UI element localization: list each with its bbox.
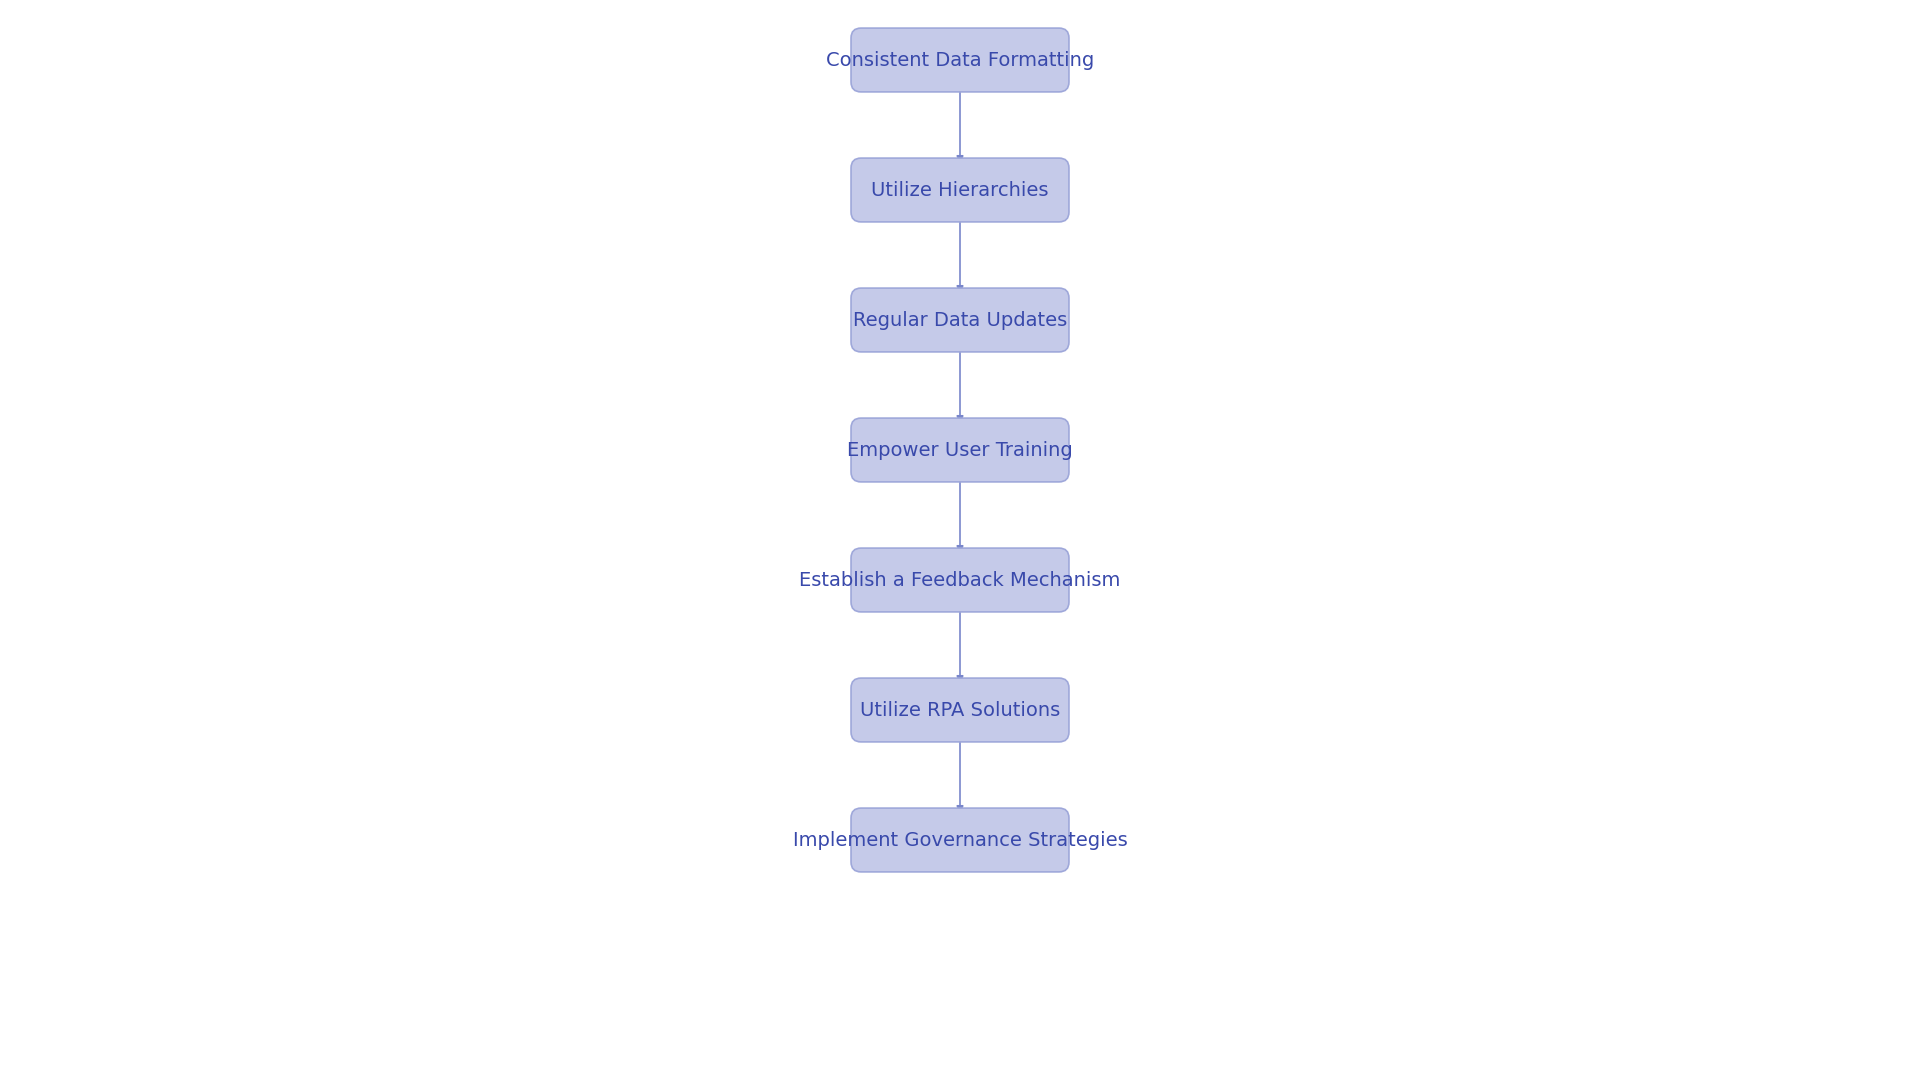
Text: Utilize Hierarchies: Utilize Hierarchies bbox=[872, 181, 1048, 199]
Text: Utilize RPA Solutions: Utilize RPA Solutions bbox=[860, 701, 1060, 719]
Text: Establish a Feedback Mechanism: Establish a Feedback Mechanism bbox=[799, 571, 1121, 589]
FancyBboxPatch shape bbox=[851, 808, 1069, 872]
FancyBboxPatch shape bbox=[851, 158, 1069, 222]
Text: Empower User Training: Empower User Training bbox=[847, 441, 1073, 459]
Text: Consistent Data Formatting: Consistent Data Formatting bbox=[826, 51, 1094, 69]
Text: Regular Data Updates: Regular Data Updates bbox=[852, 311, 1068, 329]
FancyBboxPatch shape bbox=[851, 678, 1069, 742]
Text: Implement Governance Strategies: Implement Governance Strategies bbox=[793, 831, 1127, 849]
FancyBboxPatch shape bbox=[851, 288, 1069, 352]
FancyBboxPatch shape bbox=[851, 548, 1069, 612]
FancyBboxPatch shape bbox=[851, 418, 1069, 482]
FancyBboxPatch shape bbox=[851, 28, 1069, 92]
